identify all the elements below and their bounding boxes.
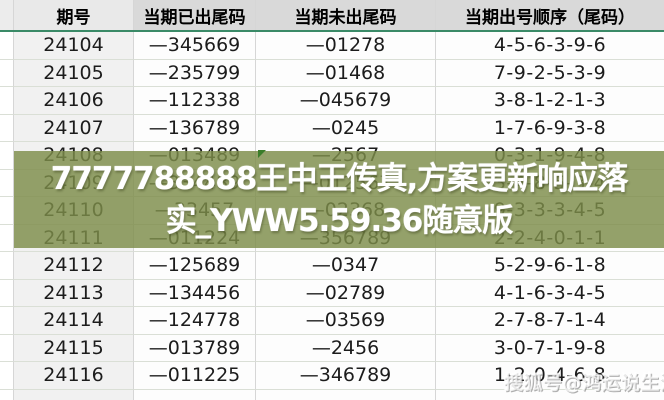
- cell-period: 24112: [14, 252, 134, 280]
- watermark: 搜狐号@鸿运说生活: [504, 372, 664, 394]
- row-gutter: [0, 307, 14, 335]
- cell-draw-sequence: 5-2-9-6-1-8: [436, 252, 664, 280]
- cell-drawn-tails: —235799: [134, 59, 256, 87]
- row-gutter: [0, 252, 14, 280]
- cell-undrawn-tails: —01278: [256, 32, 436, 60]
- table-row: 24115 —013789 —2456 3-0-7-1-9-8: [0, 334, 664, 362]
- row-gutter: [0, 142, 14, 170]
- table-row: 24116 —011225 —346789 1-2-0-4-6-8: [0, 362, 664, 390]
- header-period: 期号: [14, 0, 134, 30]
- banner-text-line2: 实_YWW5.59.36随意版: [165, 202, 514, 239]
- cell-draw-sequence: 3-8-1-2-1-3: [436, 87, 664, 115]
- row-gutter: [0, 32, 14, 60]
- cell-undrawn-tails: —01468: [256, 59, 436, 87]
- cell-undrawn-tails: —0245: [256, 114, 436, 142]
- cell-period: 24107: [14, 114, 134, 142]
- header-gutter: [0, 0, 14, 30]
- cell-drawn-tails: —345669: [134, 32, 256, 60]
- cell-draw-sequence: 2-7-8-7-1-4: [436, 307, 664, 335]
- cell-drawn-tails: —134456: [134, 279, 256, 307]
- row-gutter: [0, 362, 14, 390]
- cell-period: 24114: [14, 307, 134, 335]
- cell-draw-sequence: 4-5-6-3-9-6: [436, 32, 664, 60]
- table-row: 24104 —345669 —01278 4-5-6-3-9-6: [0, 32, 664, 60]
- cell-undrawn-tails: —346789: [256, 362, 436, 390]
- cell-period: 24115: [14, 334, 134, 362]
- cell-period: 24116: [14, 362, 134, 390]
- promo-banner-overlay: 7777788888王中王传真,方案更新响应落 实_YWW5.59.36随意版: [14, 151, 664, 248]
- cell-period: [14, 389, 134, 400]
- cell-drawn-tails: —011225: [134, 362, 256, 390]
- cell-draw-sequence: 7-9-2-5-3-9: [436, 59, 664, 87]
- header-draw-sequence: 当期出号顺序（尾码）: [436, 0, 664, 30]
- cell-period: 24106: [14, 87, 134, 115]
- cell-draw-sequence: [436, 389, 664, 400]
- row-gutter: [0, 114, 14, 142]
- cell-undrawn-tails: —045679: [256, 87, 436, 115]
- cell-drawn-tails: —112338: [134, 87, 256, 115]
- cell-flag-triangle-icon: [258, 150, 266, 158]
- cell-undrawn-tails: —2456: [256, 334, 436, 362]
- partial-bottom-row: [0, 389, 664, 400]
- table-row: 24106 —112338 —045679 3-8-1-2-1-3: [0, 87, 664, 115]
- cell-draw-sequence: 4-1-6-3-4-5: [436, 279, 664, 307]
- cell-undrawn-tails: —03569: [256, 307, 436, 335]
- row-gutter: [0, 59, 14, 87]
- cell-drawn-tails: —125689: [134, 252, 256, 280]
- cell-drawn-tails: —124778: [134, 307, 256, 335]
- cell-drawn-tails: —013789: [134, 334, 256, 362]
- row-gutter: [0, 279, 14, 307]
- cell-draw-sequence: 3-0-7-1-9-8: [436, 334, 664, 362]
- cell-undrawn-tails: —0347: [256, 252, 436, 280]
- cell-period: 24113: [14, 279, 134, 307]
- row-gutter: [0, 389, 14, 400]
- row-gutter: [0, 197, 14, 225]
- header-undrawn-tails: 当期未出尾码: [256, 0, 436, 30]
- table-row: 24107 —136789 —0245 1-7-6-9-3-8: [0, 114, 664, 142]
- cell-undrawn-tails: —02789: [256, 279, 436, 307]
- cell-draw-sequence: 1-2-0-4-6-8: [436, 362, 664, 390]
- cell-drawn-tails: —136789: [134, 114, 256, 142]
- row-gutter: [0, 224, 14, 252]
- cell-draw-sequence: 1-7-6-9-3-8: [436, 114, 664, 142]
- table-row: 24105 —235799 —01468 7-9-2-5-3-9: [0, 59, 664, 87]
- row-gutter: [0, 334, 14, 362]
- table-header: 期号 当期已出尾码 当期未出尾码 当期出号顺序（尾码）: [0, 0, 664, 32]
- header-drawn-tails: 当期已出尾码: [134, 0, 256, 30]
- banner-text-line1: 7777788888王中王传真,方案更新响应落: [50, 160, 628, 197]
- cell-undrawn-tails: [256, 389, 436, 400]
- table-row: 24112 —125689 —0347 5-2-9-6-1-8: [0, 252, 664, 280]
- row-gutter: [0, 169, 14, 197]
- table-row: 24113 —134456 —02789 4-1-6-3-4-5: [0, 279, 664, 307]
- cell-period: 24104: [14, 32, 134, 60]
- cell-period: 24105: [14, 59, 134, 87]
- table-row: 24114 —124778 —03569 2-7-8-7-1-4: [0, 307, 664, 335]
- row-gutter: [0, 87, 14, 115]
- cell-drawn-tails: [134, 389, 256, 400]
